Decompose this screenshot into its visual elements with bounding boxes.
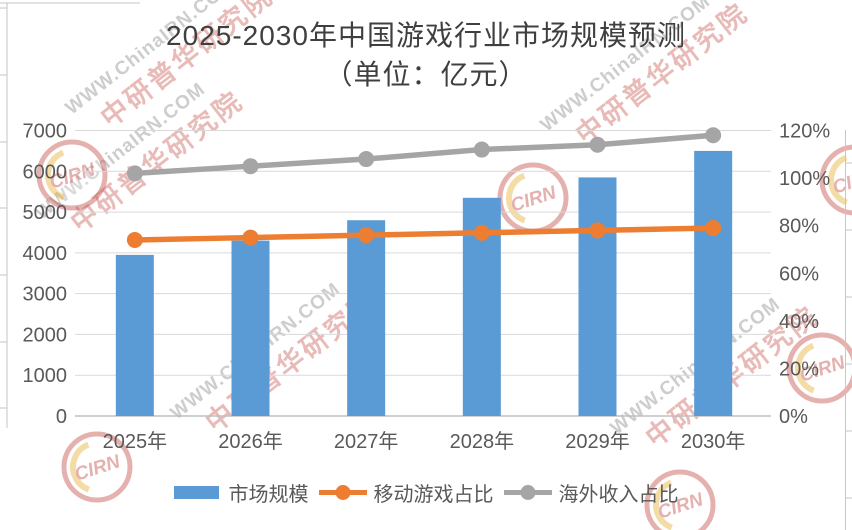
y-axis-right-tick-label: 40% (779, 311, 819, 333)
y-axis-left-tick-label: 0 (56, 406, 67, 428)
legend-item: 海外收入占比 (503, 478, 679, 507)
legend-line-swatch-icon (503, 484, 552, 500)
line-series (126, 127, 722, 182)
bar-2025年 (115, 254, 154, 416)
bar-2029年 (578, 177, 617, 416)
y-axis-left-tick-label: 5000 (23, 202, 68, 224)
y-axis-right-tick-label: 100% (779, 168, 830, 190)
line-marker-2025年 (126, 231, 143, 248)
chart-title: 2025-2030年中国游戏行业市场规模预测 （单位：亿元） (0, 16, 852, 94)
y-axis-left-tick-label: 1000 (23, 365, 68, 387)
bar-2030年 (694, 150, 733, 416)
legend-label: 移动游戏占比 (373, 483, 494, 506)
line-marker-2026年 (242, 229, 259, 246)
line-marker-2030年 (705, 220, 722, 237)
y-axis-right-tick-label: 80% (779, 216, 819, 238)
line-marker-2027年 (358, 151, 375, 168)
y-axis-right-tick-label: 60% (779, 263, 819, 285)
line-path (134, 132, 714, 177)
line-marker-2029年 (589, 222, 606, 239)
x-axis-tick-label: 2027年 (334, 430, 399, 453)
x-axis-tick-label: 2026年 (218, 430, 283, 453)
line-marker-2028年 (473, 224, 490, 241)
y-axis-left-tick-label: 6000 (23, 161, 68, 183)
x-axis-tick-label: 2030年 (681, 430, 746, 453)
line-marker-2028年 (473, 141, 490, 158)
x-axis-tick-label: 2028年 (450, 430, 515, 453)
x-axis-tick-label: 2025年 (103, 430, 168, 453)
y-axis-right-tick-label: 0% (779, 406, 808, 428)
y-axis-left-tick-label: 3000 (23, 284, 68, 306)
legend-label: 市场规模 (228, 483, 309, 506)
legend-label: 海外收入占比 (558, 483, 679, 506)
bar-2026年 (231, 240, 270, 416)
line-path (134, 225, 714, 243)
chart-title-line1: 2025-2030年中国游戏行业市场规模预测 (166, 20, 686, 51)
legend-item: 移动游戏占比 (318, 478, 494, 507)
x-axis-tick-label: 2029年 (565, 430, 630, 453)
line-marker-2026年 (242, 158, 259, 175)
line-series (126, 220, 722, 248)
legend-line-swatch-icon (318, 484, 367, 500)
y-axis-right-tick-label: 20% (779, 358, 819, 380)
y-axis-left-tick-label: 2000 (23, 324, 68, 346)
legend-bar-swatch-icon (173, 485, 219, 499)
line-marker-2030年 (705, 127, 722, 144)
line-marker-2029年 (589, 136, 606, 153)
legend-item: 市场规模 (173, 478, 309, 507)
y-axis-left-tick-label: 7000 (23, 121, 68, 143)
line-marker-2025年 (126, 165, 143, 182)
bar-series (115, 150, 733, 416)
y-axis-left-tick-label: 4000 (23, 243, 68, 265)
bar-2027年 (347, 220, 386, 416)
y-axis-right-tick-label: 120% (779, 121, 830, 143)
chart-legend: 市场规模 移动游戏占比 海外收入占比 (0, 477, 852, 507)
chart-title-line2: （单位：亿元） (324, 59, 528, 90)
line-marker-2027年 (358, 227, 375, 244)
